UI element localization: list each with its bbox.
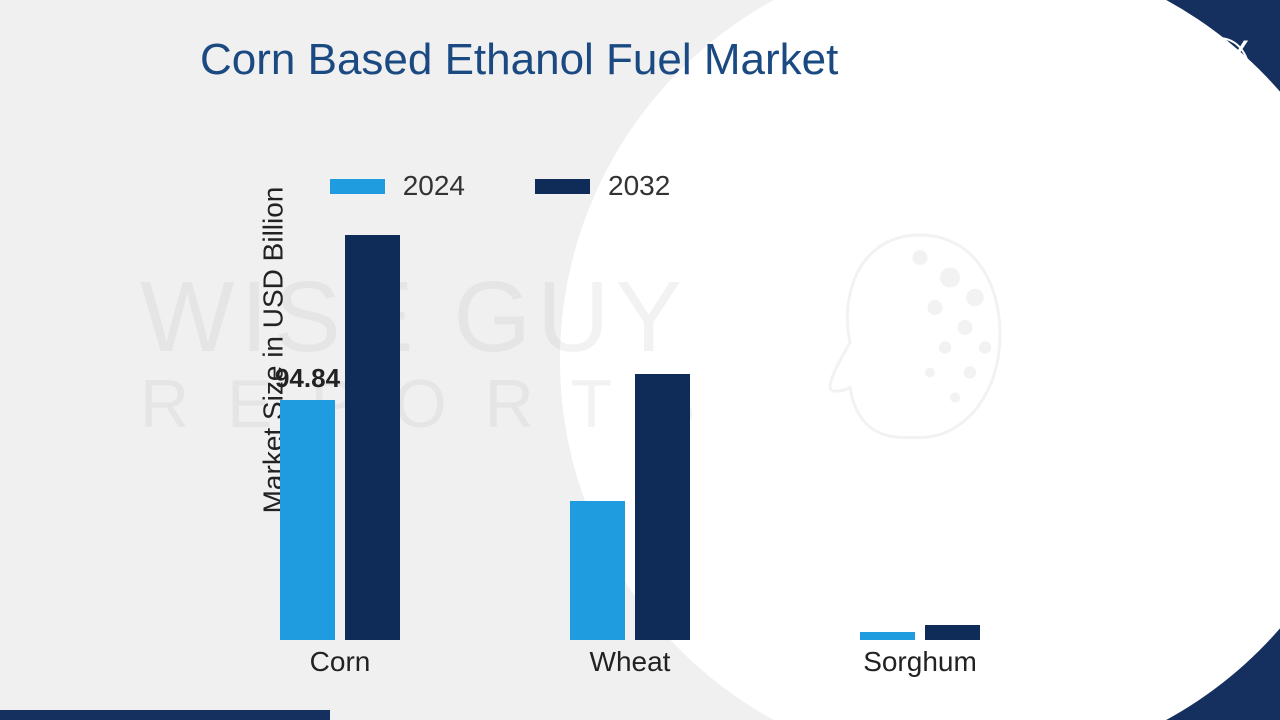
- legend: 2024 2032: [80, 170, 920, 202]
- plot: Corn Based Ethanol Fuel Market Market Si…: [80, 0, 920, 700]
- bar-2032: [635, 374, 690, 640]
- canvas: WISE GUY REPORTS WISE GUY REPORTS Corn B…: [0, 0, 1280, 720]
- bar-value-label: 94.84: [275, 363, 340, 400]
- chart-area: 94.84CornWheatSorghum: [180, 210, 920, 640]
- legend-label-2024: 2024: [403, 170, 465, 202]
- brand-logo: WISE GUY REPORTS: [1042, 35, 1250, 97]
- chart-title: Corn Based Ethanol Fuel Market: [200, 35, 838, 85]
- footer-bar: [0, 710, 330, 720]
- legend-item-2032: 2032: [535, 170, 670, 202]
- bar-2024: 94.84: [280, 400, 335, 640]
- category-label: Sorghum: [863, 640, 977, 678]
- bar-2024: [570, 501, 625, 640]
- legend-swatch-2024: [330, 179, 385, 194]
- legend-swatch-2032: [535, 179, 590, 194]
- bar-2024: [860, 632, 915, 640]
- bar-2032: [345, 235, 400, 640]
- legend-label-2032: 2032: [608, 170, 670, 202]
- bar-2032: [925, 625, 980, 640]
- category-label: Corn: [310, 640, 371, 678]
- legend-item-2024: 2024: [330, 170, 465, 202]
- brand-head-icon: [1178, 33, 1258, 123]
- category-label: Wheat: [590, 640, 671, 678]
